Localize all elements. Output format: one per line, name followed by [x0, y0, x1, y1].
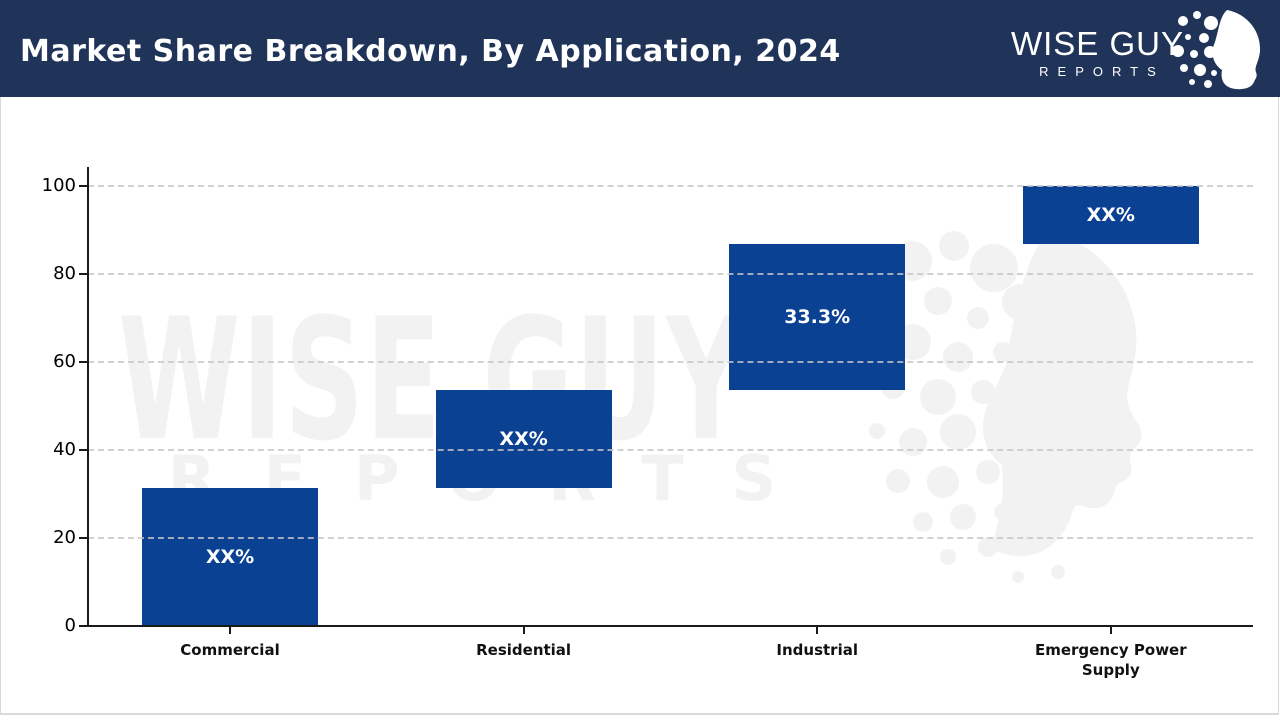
y-tick-label: 60 — [53, 351, 76, 372]
x-tick — [522, 627, 525, 634]
brand-logo-text: WISE GUY REPORTS — [1011, 25, 1184, 79]
brand-name: WISE GUY — [1010, 25, 1184, 62]
y-tick-label: 0 — [64, 615, 76, 636]
header-bar: Market Share Breakdown, By Application, … — [0, 0, 1280, 97]
x-tick — [1109, 627, 1112, 634]
bar-value-label: XX% — [499, 427, 548, 450]
y-tick — [79, 625, 87, 627]
x-axis-label: Commercial — [180, 641, 280, 659]
y-tick — [79, 537, 87, 539]
bar-residential: XX% — [435, 390, 612, 488]
x-axis-label: Industrial — [776, 641, 858, 659]
y-tick — [79, 361, 87, 363]
watermark-head-icon — [869, 231, 1142, 583]
y-tick-label: 40 — [53, 439, 76, 460]
bar-value-label: 33.3% — [784, 305, 851, 328]
y-tick — [79, 449, 87, 451]
y-axis-spine — [87, 167, 89, 626]
x-axis-label: Residential — [476, 641, 572, 659]
brand-subtitle: REPORTS — [1039, 64, 1165, 79]
x-tick — [816, 627, 819, 634]
x-axis-label: Emergency Power Supply — [1034, 641, 1187, 680]
gridline-100 — [88, 185, 1253, 187]
gridline-20 — [88, 537, 1253, 539]
brand-logo: WISE GUY REPORTS — [1011, 8, 1266, 90]
bar-value-label: XX% — [1086, 203, 1135, 226]
gridline-80 — [88, 273, 1253, 275]
chart-title: Market Share Breakdown, By Application, … — [20, 34, 841, 69]
wise-guy-head-icon — [1172, 10, 1261, 90]
bar-commercial: XX% — [142, 487, 318, 626]
bar-value-label: XX% — [205, 545, 255, 568]
y-tick — [79, 273, 87, 275]
gridline-40 — [88, 449, 1253, 451]
y-tick — [79, 185, 87, 187]
x-axis-spine — [87, 625, 1253, 627]
x-tick — [229, 627, 231, 634]
bar-industrial: 33.3% — [729, 243, 906, 391]
y-tick-label: 20 — [53, 527, 76, 548]
y-tick-label: 100 — [41, 175, 76, 196]
gridline-60 — [88, 361, 1253, 363]
watermark-text-line1: WISE GUY — [118, 282, 748, 478]
y-tick-label: 80 — [53, 263, 76, 284]
bar-emergency-power-supply: XX% — [1022, 186, 1199, 244]
